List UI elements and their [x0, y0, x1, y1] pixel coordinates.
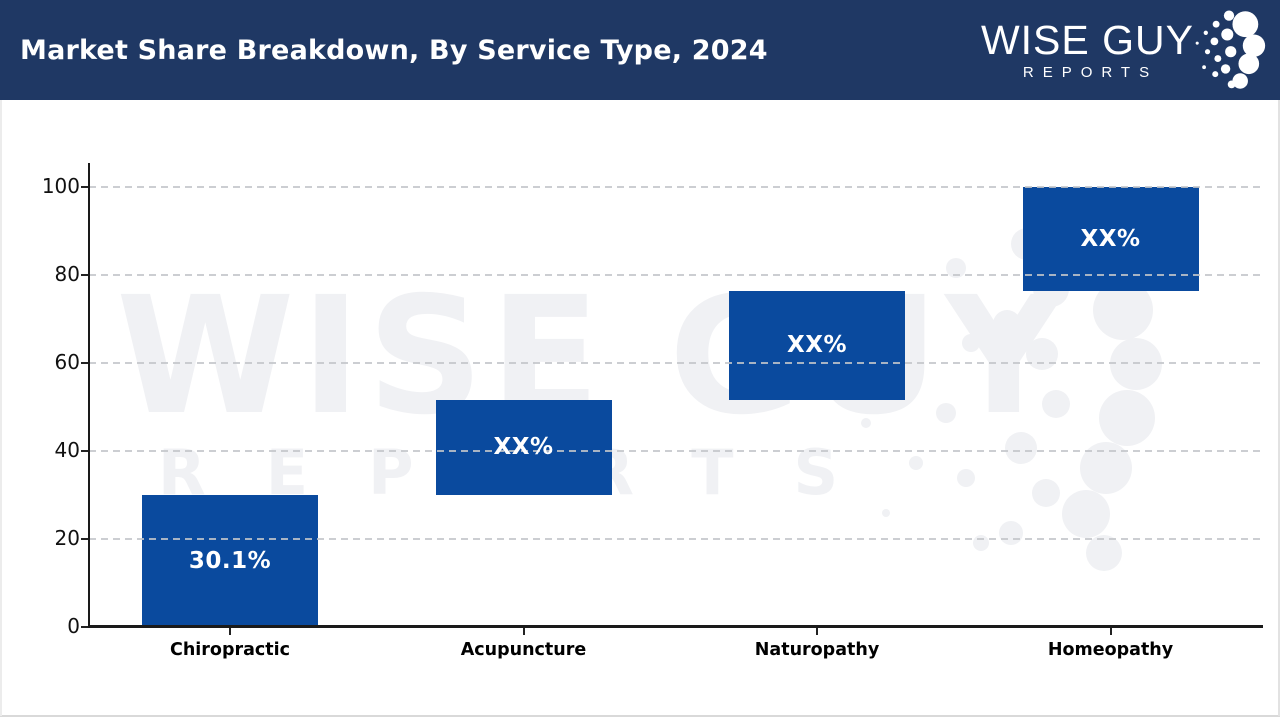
gridline [89, 538, 1262, 540]
x-axis-category-label: Homeopathy [1047, 640, 1174, 660]
x-axis-line [88, 625, 1263, 628]
watermark-face-icon [861, 223, 1162, 571]
y-axis-tick [81, 186, 89, 188]
brand-logo: WISE GUY REPORTS [981, 6, 1266, 94]
bottom-frame-line [0, 715, 1280, 717]
bar-homeopathy [1022, 187, 1199, 291]
y-axis-tick-label: 60 [54, 350, 80, 374]
bar-value-label: XX% [786, 332, 847, 359]
bar-chiropractic [142, 494, 318, 627]
y-axis-tick-label: 40 [54, 438, 80, 462]
bar-acupuncture [435, 399, 612, 495]
right-frame-line [1278, 100, 1280, 716]
gridline [89, 362, 1262, 364]
logo-wordmark-sub: REPORTS [1022, 63, 1159, 81]
y-axis-line [88, 163, 90, 627]
header-bar: Market Share Breakdown, By Service Type,… [0, 0, 1280, 100]
x-axis-tick [522, 627, 525, 635]
x-axis-category-label: Acupuncture [460, 640, 587, 660]
y-axis-tick-label: 80 [54, 262, 80, 286]
logo-wordmark-main: WISE GUY [980, 16, 1194, 63]
y-axis-tick [81, 626, 89, 628]
bar-naturopathy [729, 290, 905, 400]
x-axis-tick [1109, 627, 1112, 635]
logo-face-icon [1195, 10, 1266, 89]
y-axis-tick [81, 362, 89, 364]
y-axis-tick [81, 274, 89, 276]
x-axis-tick [816, 627, 818, 635]
bar-value-label: XX% [493, 434, 554, 461]
x-axis-tick [229, 627, 231, 635]
y-axis-tick [81, 538, 89, 540]
logo-wordmark: WISE GUY REPORTS [980, 16, 1194, 81]
y-axis-tick-label: 20 [54, 526, 80, 550]
bar-value-label: 30.1% [188, 547, 272, 574]
y-axis-tick [81, 450, 89, 452]
y-axis-tick-label: 100 [41, 174, 80, 198]
chart-title: Market Share Breakdown, By Service Type,… [20, 34, 768, 66]
x-axis-category-label: Chiropractic [169, 640, 291, 660]
gridline [89, 186, 1262, 188]
bar-value-label: XX% [1080, 225, 1141, 252]
gridline [89, 274, 1262, 276]
x-axis-category-label: Naturopathy [754, 640, 880, 660]
gridline [89, 450, 1262, 452]
y-axis-tick-label: 0 [67, 614, 80, 638]
left-frame-line [0, 100, 2, 716]
